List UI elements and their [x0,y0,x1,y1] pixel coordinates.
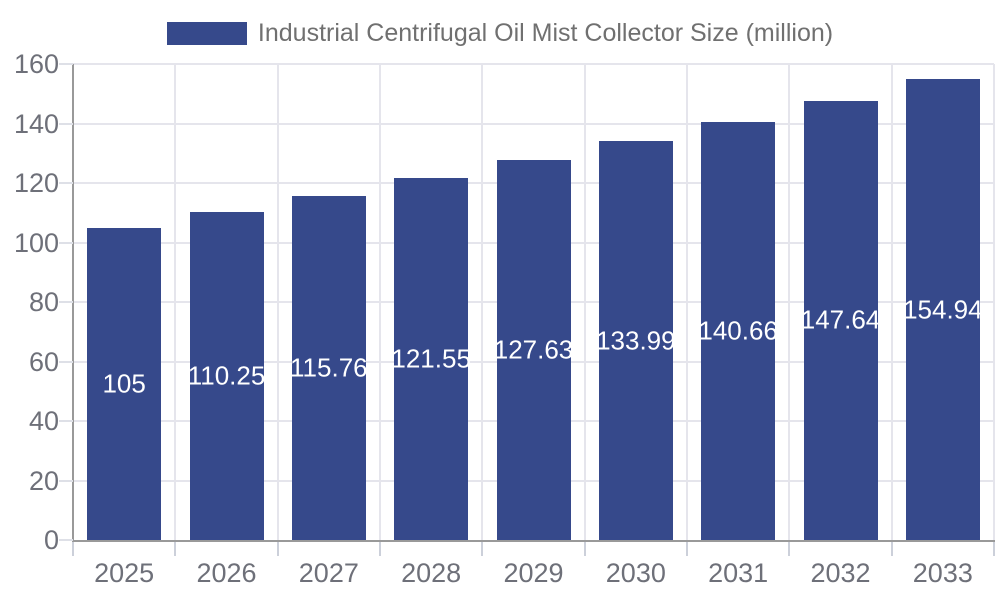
x-tick-mark [481,542,484,556]
x-tick-label-2025: 2025 [94,558,155,588]
x-tick-mark [379,542,381,556]
x-tick-label-2032: 2032 [810,558,871,588]
bar-value-label-2025: 105 [102,368,146,399]
bar-2025 [87,227,162,540]
bar-2026 [189,212,264,540]
y-tick-mark [59,122,73,125]
y-tick-label: 100 [13,227,59,258]
x-tick-mark [788,542,791,556]
x-tick-label-2030: 2030 [605,558,666,588]
gridline-vertical [686,64,688,540]
y-tick-mark [59,360,73,363]
x-tick-label-2029: 2029 [503,558,564,588]
y-tick-mark [59,63,73,65]
x-tick-label-2027: 2027 [298,558,359,588]
bar-2032 [803,100,878,540]
y-tick-mark [59,539,73,541]
y-tick-label: 20 [28,465,59,496]
gridline-vertical [788,64,791,540]
bar-2028 [394,178,469,540]
y-tick-label: 60 [28,346,59,377]
x-tick-mark [993,542,995,556]
y-axis-line [72,64,74,542]
y-tick-label: 0 [43,525,59,555]
legend-label: Industrial Centrifugal Oil Mist Collecto… [257,19,834,47]
y-tick-label: 160 [13,49,59,79]
bar-value-label-2032: 147.64 [800,304,881,335]
y-tick-mark [59,301,73,303]
bar-2029 [496,160,571,540]
y-tick-mark [59,420,73,422]
bar-value-label-2027: 115.76 [290,352,368,383]
y-tick-mark [59,479,73,482]
x-tick-mark [686,542,688,556]
bar-2027 [291,195,366,540]
x-tick-mark [890,542,893,556]
bar-2030 [598,141,673,540]
gridline-horizontal [73,122,994,125]
y-tick-label: 40 [28,406,59,436]
x-tick-mark [174,542,177,556]
y-tick-label: 80 [28,287,59,317]
x-tick-mark [72,542,74,556]
gridline-vertical [583,64,586,540]
gridline-vertical [174,64,177,540]
y-tick-label: 140 [13,108,59,139]
bar-2031 [701,121,776,540]
y-tick-label: 120 [13,168,59,198]
gridline-vertical [379,64,381,540]
bar-value-label-2028: 121.55 [391,343,471,374]
gridline-horizontal [73,63,994,65]
gridline-vertical [993,64,995,540]
plot-area: 105 110.25 115.76 121.55 127.63 133.99 140.66 1… [73,63,995,540]
bar-value-label-2026: 110.25 [187,360,266,391]
bar-value-label-2029: 127.63 [493,334,574,365]
gridline-vertical [481,64,484,540]
x-tick-label-2028: 2028 [401,558,462,588]
y-tick-mark [59,241,73,244]
bar-value-label-2030: 133.99 [596,325,676,356]
x-tick-label-2031: 2031 [708,558,769,588]
x-tick-mark [276,542,279,556]
legend-swatch [166,22,247,45]
bar-value-label-2033: 154.94 [903,294,983,325]
x-tick-label-2033: 2033 [912,558,973,588]
bar-2033 [905,79,980,540]
x-tick-label-2026: 2026 [196,558,257,588]
x-tick-mark [583,542,586,556]
bar-value-label-2031: 140.66 [698,315,778,346]
y-tick-mark [59,182,73,184]
gridline-vertical [890,64,893,540]
legend-item[interactable]: Industrial Centrifugal Oil Mist Collecto… [0,19,1000,48]
gridline-vertical [276,64,279,540]
x-axis-line [72,540,995,542]
